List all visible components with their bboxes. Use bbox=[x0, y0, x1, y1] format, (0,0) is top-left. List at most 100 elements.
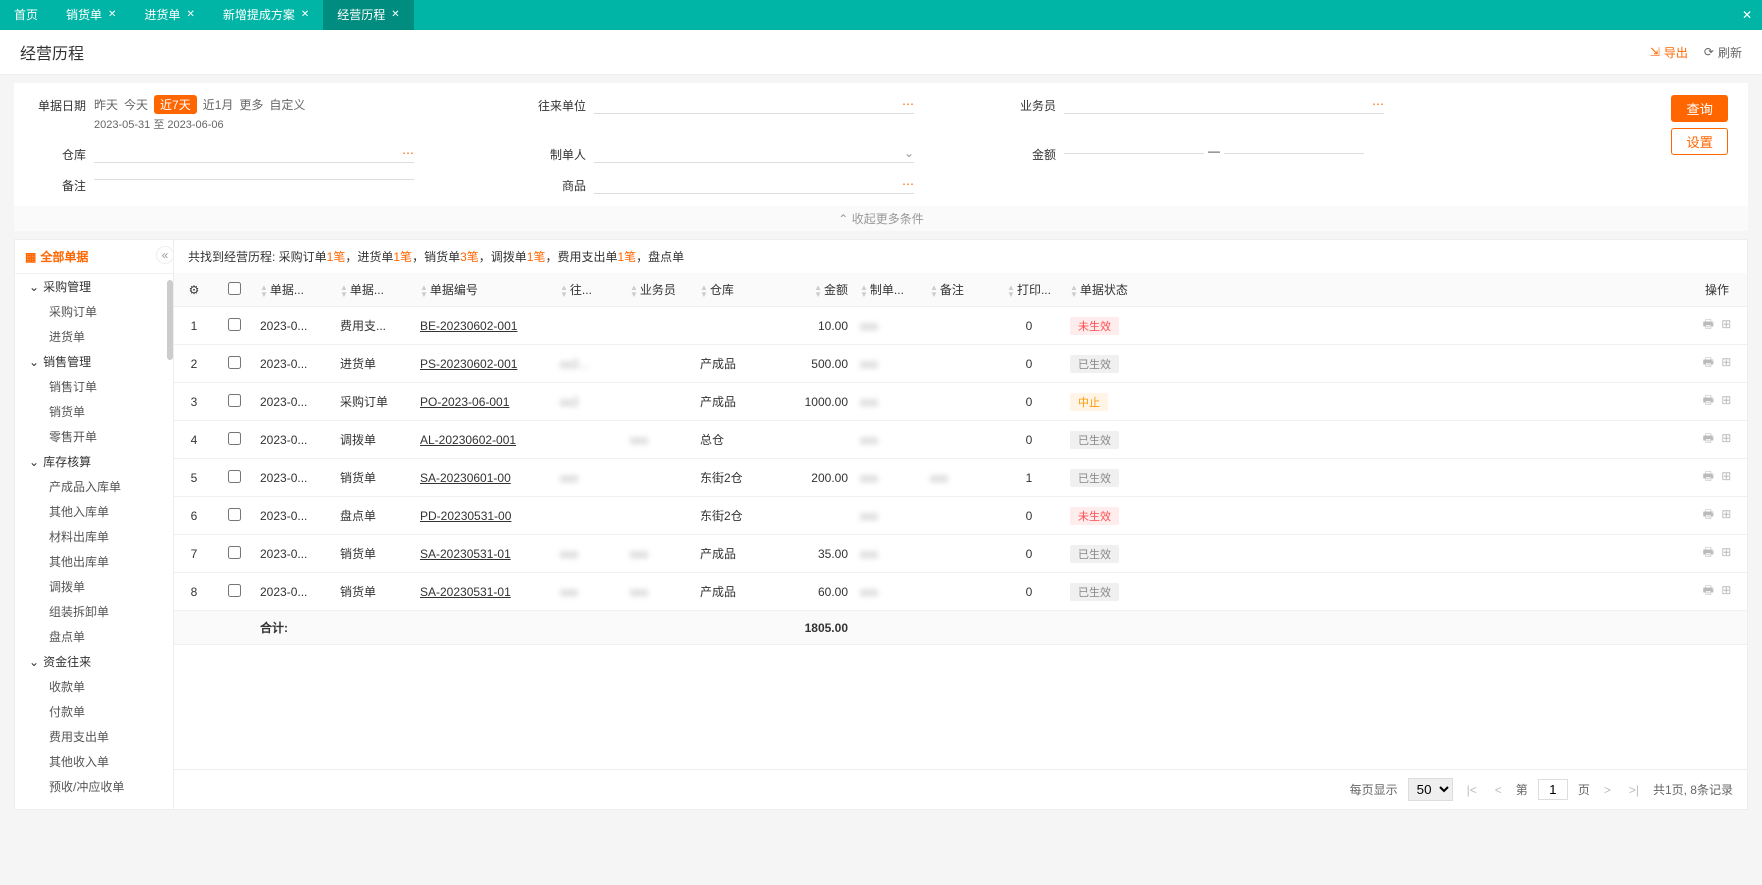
more-icon[interactable]: ⊞ bbox=[1721, 583, 1731, 597]
amount-to-input[interactable] bbox=[1224, 149, 1364, 154]
cell-number[interactable]: SA-20230531-01 bbox=[414, 535, 554, 573]
sidebar-item-3-2[interactable]: 费用支出单 bbox=[15, 724, 173, 749]
header-partner[interactable]: ▲▼往... bbox=[554, 273, 624, 307]
partner-input[interactable]: ⋯ bbox=[594, 95, 914, 114]
sidebar-item-2-5[interactable]: 组装拆卸单 bbox=[15, 599, 173, 624]
sidebar-group-0[interactable]: ⌄ 采购管理 bbox=[15, 274, 173, 299]
last-page[interactable]: >| bbox=[1625, 783, 1643, 797]
close-icon[interactable]: ✕ bbox=[301, 0, 309, 30]
date-quick-2[interactable]: 近7天 bbox=[154, 95, 197, 114]
print-icon[interactable]: 🖶 bbox=[1703, 355, 1714, 369]
header-warehouse[interactable]: ▲▼仓库 bbox=[694, 273, 764, 307]
cell-number[interactable]: SA-20230531-01 bbox=[414, 573, 554, 611]
print-icon[interactable]: 🖶 bbox=[1703, 469, 1714, 483]
sidebar-item-2-0[interactable]: 产成品入库单 bbox=[15, 474, 173, 499]
cell-number[interactable]: BE-20230602-001 bbox=[414, 307, 554, 345]
sidebar-item-3-4[interactable]: 预收/冲应收单 bbox=[15, 774, 173, 799]
cell-number[interactable]: PD-20230531-00 bbox=[414, 497, 554, 535]
checkbox-header[interactable] bbox=[214, 273, 254, 307]
sidebar-item-3-0[interactable]: 收款单 bbox=[15, 674, 173, 699]
sidebar-item-2-6[interactable]: 盘点单 bbox=[15, 624, 173, 649]
tab-3[interactable]: 新增提成方案✕ bbox=[209, 0, 323, 30]
goods-input[interactable]: ⋯ bbox=[594, 175, 914, 194]
header-date[interactable]: ▲▼单据... bbox=[254, 273, 334, 307]
date-quick-3[interactable]: 近1月 bbox=[203, 96, 234, 113]
header-print[interactable]: ▲▼打印... bbox=[994, 273, 1064, 307]
search-button[interactable]: 查询 bbox=[1671, 95, 1728, 122]
header-status[interactable]: ▲▼单据状态 bbox=[1064, 273, 1164, 307]
more-icon[interactable]: ⊞ bbox=[1721, 431, 1731, 445]
header-remark[interactable]: ▲▼备注 bbox=[924, 273, 994, 307]
settings-button[interactable]: 设置 bbox=[1671, 128, 1728, 155]
print-icon[interactable]: 🖶 bbox=[1703, 545, 1714, 559]
sidebar-item-1-1[interactable]: 销货单 bbox=[15, 399, 173, 424]
sidebar-scrollbar[interactable] bbox=[167, 270, 173, 809]
tab-2[interactable]: 进货单✕ bbox=[130, 0, 208, 30]
tab-1[interactable]: 销货单✕ bbox=[52, 0, 130, 30]
sidebar-item-0-1[interactable]: 进货单 bbox=[15, 324, 173, 349]
per-page-select[interactable]: 50 bbox=[1408, 778, 1453, 801]
sidebar-item-2-4[interactable]: 调拨单 bbox=[15, 574, 173, 599]
header-amount[interactable]: ▲▼金额 bbox=[764, 273, 854, 307]
more-icon[interactable]: ⊞ bbox=[1721, 355, 1731, 369]
sidebar-item-3-1[interactable]: 付款单 bbox=[15, 699, 173, 724]
close-icon[interactable]: ✕ bbox=[391, 0, 399, 30]
cell-checkbox[interactable] bbox=[214, 383, 254, 421]
sidebar-item-2-2[interactable]: 材料出库单 bbox=[15, 524, 173, 549]
print-icon[interactable]: 🖶 bbox=[1703, 583, 1714, 597]
print-icon[interactable]: 🖶 bbox=[1703, 393, 1714, 407]
sidebar-collapse[interactable]: « bbox=[156, 246, 174, 264]
page-input[interactable] bbox=[1538, 779, 1568, 800]
cell-checkbox[interactable] bbox=[214, 497, 254, 535]
print-icon[interactable]: 🖶 bbox=[1703, 431, 1714, 445]
gear-column[interactable]: ⚙ bbox=[174, 273, 214, 307]
cell-number[interactable]: AL-20230602-001 bbox=[414, 421, 554, 459]
prev-page[interactable]: < bbox=[1491, 783, 1506, 797]
sidebar-group-1[interactable]: ⌄ 销售管理 bbox=[15, 349, 173, 374]
cell-number[interactable]: PS-20230602-001 bbox=[414, 345, 554, 383]
close-icon[interactable]: ✕ bbox=[186, 0, 194, 30]
cell-number[interactable]: PO-2023-06-001 bbox=[414, 383, 554, 421]
amount-from-input[interactable] bbox=[1064, 149, 1204, 154]
cell-checkbox[interactable] bbox=[214, 573, 254, 611]
sidebar-group-3[interactable]: ⌄ 资金往来 bbox=[15, 649, 173, 674]
header-maker[interactable]: ▲▼制单... bbox=[854, 273, 924, 307]
sidebar-item-0-0[interactable]: 采购订单 bbox=[15, 299, 173, 324]
sidebar-group-2[interactable]: ⌄ 库存核算 bbox=[15, 449, 173, 474]
header-number[interactable]: ▲▼单据编号 bbox=[414, 273, 554, 307]
date-quick-5[interactable]: 自定义 bbox=[269, 96, 305, 113]
header-biz[interactable]: ▲▼业务员 bbox=[624, 273, 694, 307]
more-icon[interactable]: ⊞ bbox=[1721, 507, 1731, 521]
cell-checkbox[interactable] bbox=[214, 421, 254, 459]
first-page[interactable]: |< bbox=[1463, 783, 1481, 797]
sidebar-item-1-0[interactable]: 销售订单 bbox=[15, 374, 173, 399]
cell-checkbox[interactable] bbox=[214, 459, 254, 497]
header-type[interactable]: ▲▼单据... bbox=[334, 273, 414, 307]
date-quick-0[interactable]: 昨天 bbox=[94, 96, 118, 113]
print-icon[interactable]: 🖶 bbox=[1703, 317, 1714, 331]
date-quick-4[interactable]: 更多 bbox=[239, 96, 263, 113]
tab-0[interactable]: 首页 bbox=[0, 0, 52, 30]
cell-number[interactable]: SA-20230601-00 bbox=[414, 459, 554, 497]
biz-input[interactable]: ⋯ bbox=[1064, 95, 1384, 114]
sidebar-item-2-1[interactable]: 其他入库单 bbox=[15, 499, 173, 524]
more-icon[interactable]: ⊞ bbox=[1721, 545, 1731, 559]
tab-4[interactable]: 经营历程✕ bbox=[323, 0, 413, 30]
sidebar-header[interactable]: ▦ 全部单据 bbox=[15, 240, 173, 274]
warehouse-input[interactable]: ⋯ bbox=[94, 144, 414, 163]
next-page[interactable]: > bbox=[1600, 783, 1615, 797]
close-all[interactable]: ✕ bbox=[1732, 8, 1762, 22]
print-icon[interactable]: 🖶 bbox=[1703, 507, 1714, 521]
date-quick-1[interactable]: 今天 bbox=[124, 96, 148, 113]
maker-input[interactable]: ⌄ bbox=[594, 144, 914, 163]
sidebar-item-1-2[interactable]: 零售开单 bbox=[15, 424, 173, 449]
remark-input[interactable] bbox=[94, 175, 414, 180]
more-icon[interactable]: ⊞ bbox=[1721, 393, 1731, 407]
close-icon[interactable]: ✕ bbox=[108, 0, 116, 30]
cell-checkbox[interactable] bbox=[214, 345, 254, 383]
refresh-button[interactable]: ⟳ 刷新 bbox=[1704, 44, 1742, 61]
sidebar-item-3-3[interactable]: 其他收入单 bbox=[15, 749, 173, 774]
collapse-filters[interactable]: ⌃ 收起更多条件 bbox=[14, 206, 1748, 231]
more-icon[interactable]: ⊞ bbox=[1721, 317, 1731, 331]
cell-checkbox[interactable] bbox=[214, 307, 254, 345]
